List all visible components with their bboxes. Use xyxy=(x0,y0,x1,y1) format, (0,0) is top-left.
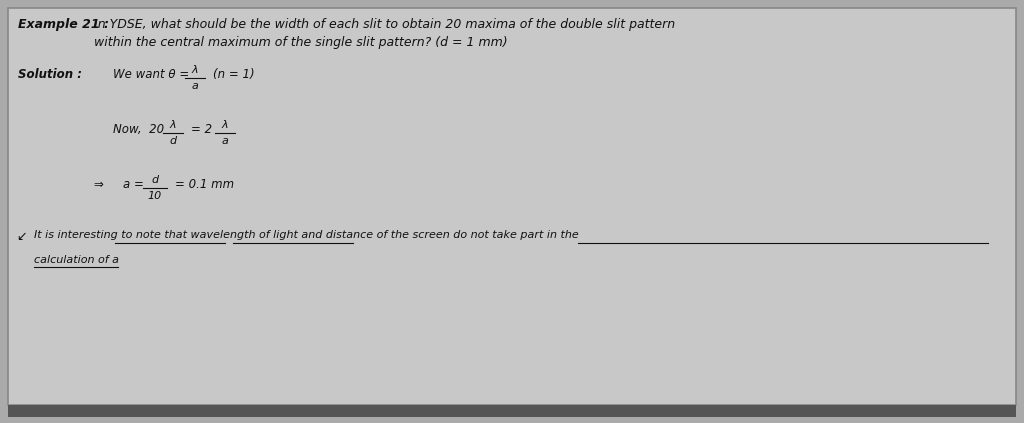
Text: In YDSE, what should be the width of each slit to obtain 20 maxima of the double: In YDSE, what should be the width of eac… xyxy=(94,18,675,31)
Text: a: a xyxy=(221,136,228,146)
Text: 10: 10 xyxy=(147,191,162,201)
Text: d: d xyxy=(152,175,159,185)
Text: Example 21 :: Example 21 : xyxy=(18,18,114,31)
Bar xyxy=(8,405,1016,417)
Text: calculation of a: calculation of a xyxy=(34,255,119,265)
Text: d: d xyxy=(169,136,176,146)
Text: It is interesting to note that wavelength of light and distance of the screen do: It is interesting to note that wavelengt… xyxy=(34,230,579,240)
Text: ↙: ↙ xyxy=(16,230,27,243)
Text: Now,  20: Now, 20 xyxy=(113,123,164,136)
Text: We want θ =: We want θ = xyxy=(113,68,193,81)
Text: a: a xyxy=(191,81,199,91)
Text: within the central maximum of the single slit pattern? (d = 1 mm): within the central maximum of the single… xyxy=(94,36,508,49)
Text: $\lambda$: $\lambda$ xyxy=(169,118,177,130)
Text: a =: a = xyxy=(123,178,147,191)
Text: Solution :: Solution : xyxy=(18,68,82,81)
Text: $\lambda$: $\lambda$ xyxy=(191,63,199,75)
Text: ⇒: ⇒ xyxy=(93,178,102,191)
Text: = 2: = 2 xyxy=(191,123,212,136)
Text: = 0.1 mm: = 0.1 mm xyxy=(175,178,234,191)
Text: (n = 1): (n = 1) xyxy=(213,68,255,81)
Text: $\lambda$: $\lambda$ xyxy=(221,118,229,130)
